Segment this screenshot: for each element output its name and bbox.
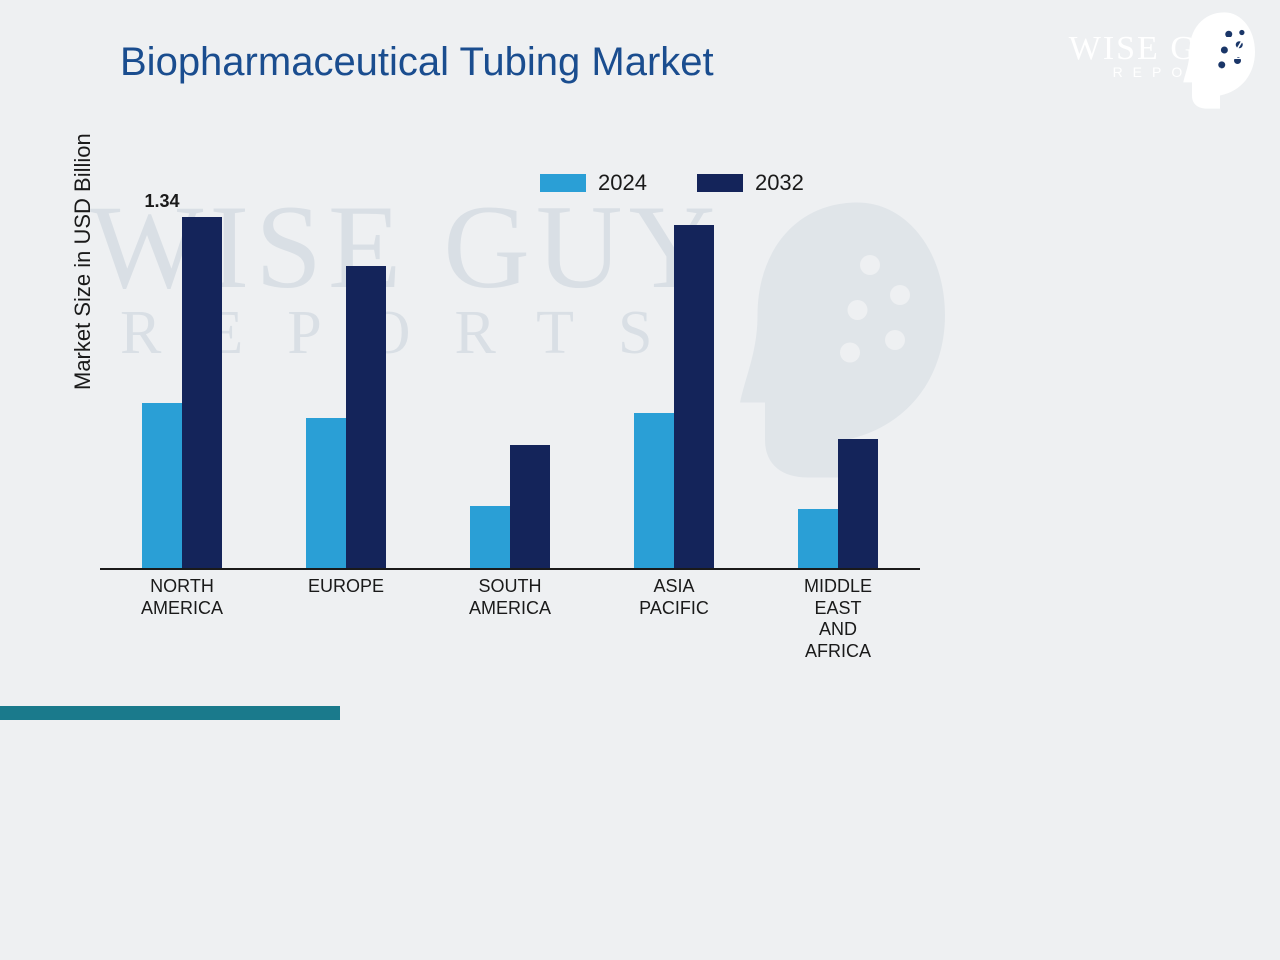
brand-main: WISE GUY bbox=[1069, 30, 1250, 68]
chart-title: Biopharmaceutical Tubing Market bbox=[120, 40, 714, 85]
bar-group bbox=[798, 439, 878, 569]
chart-plot-area: 1.34 bbox=[100, 200, 920, 570]
bar-group bbox=[634, 225, 714, 568]
legend-swatch-2032 bbox=[697, 174, 743, 192]
bar-2024 bbox=[798, 509, 838, 568]
y-axis-label: Market Size in USD Billion bbox=[70, 133, 96, 390]
bottom-accent-bar bbox=[0, 706, 340, 720]
bar-group bbox=[470, 445, 550, 568]
bar-2032 bbox=[346, 266, 386, 568]
legend-swatch-2024 bbox=[540, 174, 586, 192]
bar-2032 bbox=[510, 445, 550, 568]
legend-label-2032: 2032 bbox=[755, 170, 804, 196]
bar-value-label: 1.34 bbox=[132, 191, 192, 399]
bar-2024 bbox=[470, 506, 510, 568]
bar-group bbox=[306, 266, 386, 568]
x-axis-category: MIDDLEEASTANDAFRICA bbox=[778, 576, 898, 662]
legend-item-2024: 2024 bbox=[540, 170, 647, 196]
bar-groups: 1.34 bbox=[100, 200, 920, 570]
x-axis-labels: NORTHAMERICA EUROPE SOUTHAMERICA ASIAPACIFI… bbox=[100, 576, 920, 662]
brand-logo: WISE GUY REPORTS bbox=[1069, 30, 1250, 80]
x-axis-category: NORTHAMERICA bbox=[122, 576, 242, 662]
x-axis-category: ASIAPACIFIC bbox=[614, 576, 734, 662]
legend: 2024 2032 bbox=[540, 170, 804, 196]
bar-2024 bbox=[142, 403, 182, 568]
x-axis-category: EUROPE bbox=[286, 576, 406, 662]
legend-label-2024: 2024 bbox=[598, 170, 647, 196]
bar-2032 bbox=[838, 439, 878, 569]
bar-2024 bbox=[306, 418, 346, 568]
legend-item-2032: 2032 bbox=[697, 170, 804, 196]
bar-group: 1.34 bbox=[142, 217, 222, 569]
bar-2032 bbox=[674, 225, 714, 568]
bar-2024 bbox=[634, 413, 674, 568]
x-axis-category: SOUTHAMERICA bbox=[450, 576, 570, 662]
